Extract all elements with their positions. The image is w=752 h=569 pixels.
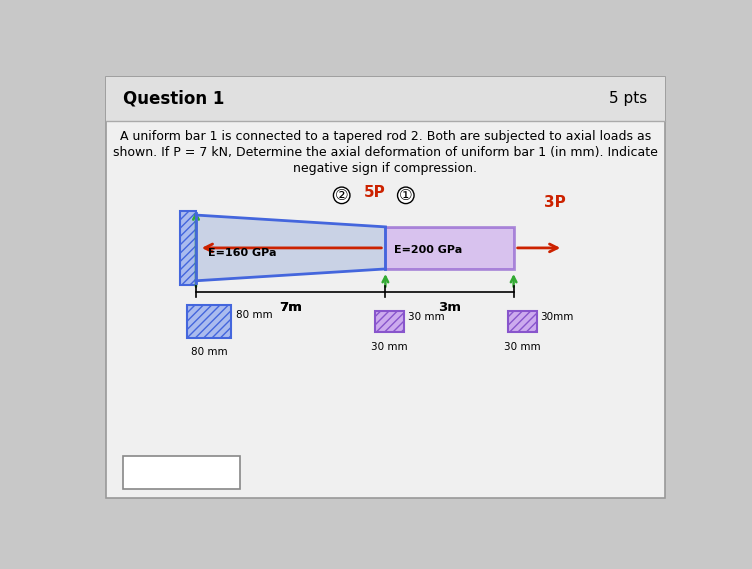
Text: 5 pts: 5 pts xyxy=(609,90,647,106)
Bar xyxy=(375,311,404,332)
Text: 5P: 5P xyxy=(364,185,386,200)
Text: 3P: 3P xyxy=(544,195,566,211)
Polygon shape xyxy=(196,215,386,281)
Text: shown. If P = 7 kN, Determine the axial deformation of uniform bar 1 (in mm). In: shown. If P = 7 kN, Determine the axial … xyxy=(113,146,658,159)
Text: ①: ① xyxy=(399,188,413,203)
Bar xyxy=(187,305,231,338)
Text: 30 mm: 30 mm xyxy=(408,312,444,322)
Text: A uniform bar 1 is connected to a tapered rod 2. Both are subjected to axial loa: A uniform bar 1 is connected to a tapere… xyxy=(120,130,651,143)
Text: 7m: 7m xyxy=(279,302,302,314)
Bar xyxy=(386,227,514,269)
Bar xyxy=(123,456,240,489)
Text: 30 mm: 30 mm xyxy=(504,342,541,352)
Bar xyxy=(508,311,537,332)
Text: 30 mm: 30 mm xyxy=(371,342,408,352)
Text: 30mm: 30mm xyxy=(541,312,574,322)
Text: 3m: 3m xyxy=(438,302,461,314)
Text: 80 mm: 80 mm xyxy=(235,310,272,320)
Text: E=160 GPa: E=160 GPa xyxy=(208,248,276,258)
Text: negative sign if compression.: negative sign if compression. xyxy=(293,162,478,175)
Bar xyxy=(105,77,665,121)
Bar xyxy=(180,211,196,285)
Text: E=200 GPa: E=200 GPa xyxy=(394,245,462,255)
Text: ②: ② xyxy=(335,188,348,203)
Text: 80 mm: 80 mm xyxy=(191,347,227,357)
Text: Question 1: Question 1 xyxy=(123,89,225,107)
Text: 7m: 7m xyxy=(279,302,302,314)
